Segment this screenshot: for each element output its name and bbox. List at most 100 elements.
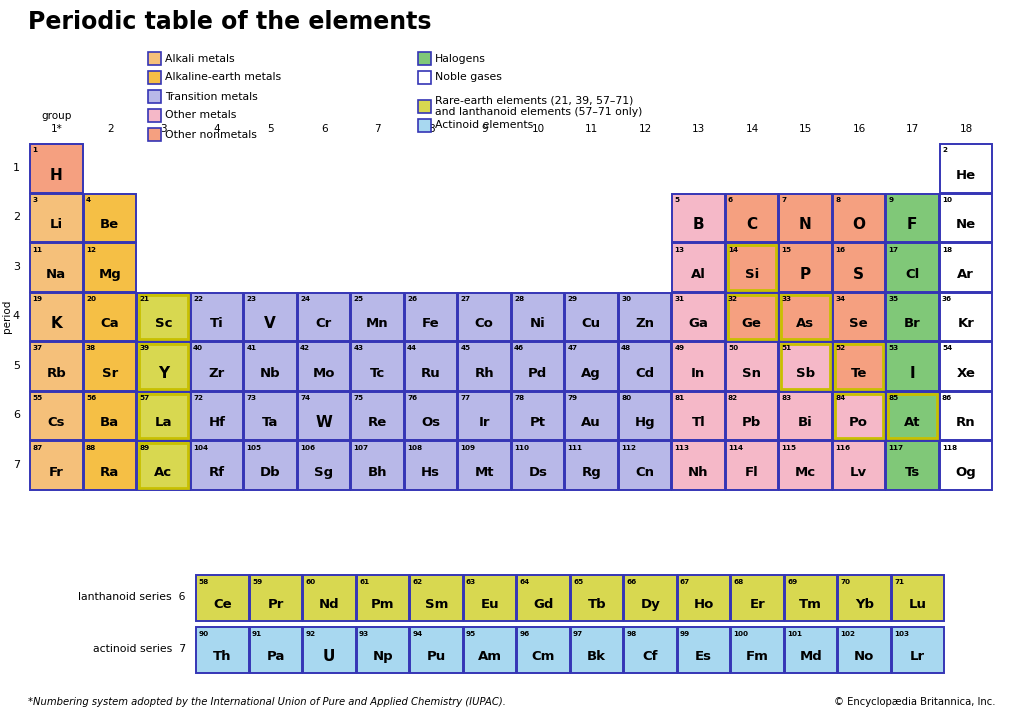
Text: Alkali metals: Alkali metals — [165, 54, 234, 64]
Text: Ir: Ir — [478, 416, 490, 429]
Text: Dy: Dy — [640, 598, 660, 611]
Text: 68: 68 — [733, 579, 743, 584]
Bar — [458, 391, 511, 440]
Text: N: N — [799, 217, 812, 232]
Text: 93: 93 — [359, 630, 369, 637]
Text: 43: 43 — [353, 346, 364, 351]
Text: Mo: Mo — [312, 366, 335, 379]
Bar — [833, 293, 885, 341]
Text: Rn: Rn — [956, 416, 976, 429]
Text: Pa: Pa — [266, 650, 285, 663]
Bar — [678, 575, 730, 621]
Text: 32: 32 — [728, 296, 738, 302]
Text: He: He — [955, 168, 976, 181]
Bar — [784, 627, 837, 673]
Text: 17: 17 — [889, 247, 898, 252]
Bar — [886, 293, 939, 341]
Bar — [30, 441, 83, 490]
Text: 14: 14 — [745, 124, 759, 134]
Text: Ar: Ar — [957, 267, 974, 280]
Text: Cl: Cl — [905, 267, 920, 280]
Bar — [779, 441, 831, 490]
Bar — [565, 293, 617, 341]
Text: Ho: Ho — [693, 598, 714, 611]
Text: Au: Au — [582, 416, 601, 429]
Text: Ag: Ag — [582, 366, 601, 379]
Text: Yb: Yb — [855, 598, 873, 611]
Text: 78: 78 — [514, 395, 524, 401]
Text: 3: 3 — [33, 197, 38, 203]
Text: Og: Og — [955, 465, 976, 478]
Text: 29: 29 — [567, 296, 578, 302]
Bar — [244, 342, 297, 391]
Bar — [725, 293, 778, 341]
Text: F: F — [907, 217, 918, 232]
Text: 4: 4 — [86, 197, 91, 203]
Text: Rh: Rh — [474, 366, 494, 379]
Text: 6: 6 — [728, 197, 733, 203]
Bar — [30, 342, 83, 391]
Bar — [458, 441, 511, 490]
Bar — [725, 342, 778, 391]
Text: Re: Re — [368, 416, 387, 429]
Text: 73: 73 — [247, 395, 256, 401]
Text: H: H — [50, 168, 62, 183]
Text: 5: 5 — [13, 361, 20, 371]
Bar — [672, 194, 725, 242]
Text: 103: 103 — [894, 630, 909, 637]
Text: 102: 102 — [841, 630, 855, 637]
Text: Tb: Tb — [588, 598, 606, 611]
Text: Sn: Sn — [742, 366, 761, 379]
Bar — [148, 128, 161, 141]
Bar — [458, 293, 511, 341]
Bar — [731, 627, 783, 673]
Bar — [250, 575, 302, 621]
Text: Lu: Lu — [908, 598, 927, 611]
Text: Ca: Ca — [100, 317, 119, 330]
Bar — [244, 391, 297, 440]
Bar — [148, 71, 161, 84]
Text: 85: 85 — [889, 395, 899, 401]
Bar — [939, 342, 992, 391]
Bar — [84, 293, 136, 341]
Bar — [30, 293, 83, 341]
Text: 67: 67 — [680, 579, 690, 584]
Bar — [624, 627, 677, 673]
Text: 98: 98 — [627, 630, 637, 637]
Text: Bh: Bh — [368, 465, 387, 478]
Bar — [303, 627, 355, 673]
Bar — [727, 295, 776, 339]
Bar — [618, 293, 671, 341]
Bar — [725, 243, 778, 292]
Text: Ge: Ge — [741, 317, 762, 330]
Text: 70: 70 — [841, 579, 851, 584]
Text: 10: 10 — [531, 124, 545, 134]
Text: C: C — [746, 217, 758, 232]
Bar — [784, 575, 837, 621]
Bar — [139, 443, 187, 488]
Text: Md: Md — [800, 650, 822, 663]
Text: 4: 4 — [214, 124, 220, 134]
Bar — [779, 243, 831, 292]
Text: 23: 23 — [247, 296, 256, 302]
Text: 76: 76 — [407, 395, 417, 401]
Bar — [939, 144, 992, 192]
Bar — [148, 52, 161, 65]
Text: 42: 42 — [300, 346, 310, 351]
Bar — [404, 293, 457, 341]
Text: 7: 7 — [781, 197, 786, 203]
Bar — [835, 394, 883, 438]
Text: 19: 19 — [33, 296, 43, 302]
Text: Pt: Pt — [529, 416, 546, 429]
Text: 8: 8 — [835, 197, 840, 203]
Text: Am: Am — [478, 650, 502, 663]
Bar — [351, 342, 403, 391]
Text: 66: 66 — [627, 579, 637, 584]
Text: 110: 110 — [514, 445, 529, 450]
Text: V: V — [264, 316, 276, 331]
Text: 3: 3 — [161, 124, 167, 134]
Text: 77: 77 — [461, 395, 470, 401]
Text: Fr: Fr — [49, 465, 63, 478]
Text: 28: 28 — [514, 296, 524, 302]
Text: La: La — [155, 416, 172, 429]
